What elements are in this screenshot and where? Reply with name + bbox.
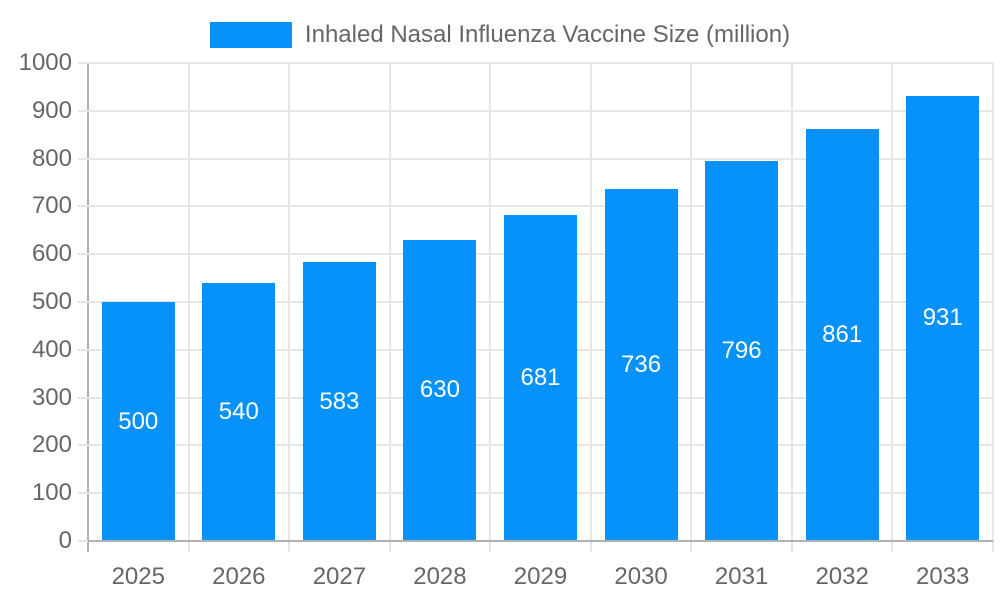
y-gridline <box>88 109 993 112</box>
y-tick-mark <box>78 205 88 208</box>
y-gridline <box>88 62 993 64</box>
bar[interactable] <box>705 160 779 540</box>
y-tick-mark <box>78 396 88 399</box>
x-axis-tick-label: 2033 <box>916 563 970 590</box>
y-tick-mark <box>78 540 88 542</box>
y-tick-mark <box>78 301 88 303</box>
bar[interactable] <box>403 239 477 540</box>
y-axis-tick-label: 800 <box>31 144 72 172</box>
y-axis-tick-label: 100 <box>31 479 72 507</box>
y-tick-mark <box>78 348 88 351</box>
y-axis-tick-label: 400 <box>31 335 72 363</box>
x-axis-tick-label: 2027 <box>312 563 367 590</box>
x-gridline <box>790 63 793 552</box>
legend-swatch <box>209 22 292 48</box>
y-axis-tick-label: 200 <box>31 431 72 459</box>
y-gridline <box>88 205 993 208</box>
x-gridline <box>187 63 190 552</box>
y-axis-tick-label: 900 <box>31 96 72 124</box>
y-axis-tick-label: 300 <box>31 383 72 411</box>
x-axis-tick-label: 2031 <box>714 563 769 590</box>
bar[interactable] <box>906 95 980 540</box>
x-gridline <box>388 63 391 552</box>
x-gridline <box>489 63 492 552</box>
y-tick-mark <box>78 62 88 64</box>
x-gridline <box>288 63 291 552</box>
y-tick-mark <box>78 444 88 447</box>
x-axis-tick-label: 2026 <box>212 563 266 590</box>
y-axis-tick-label: 700 <box>31 192 72 220</box>
bar[interactable] <box>101 302 175 540</box>
x-gridline <box>690 63 693 552</box>
y-tick-mark <box>78 492 88 495</box>
y-axis-line <box>87 63 89 552</box>
y-axis-tick-label: 500 <box>31 288 72 315</box>
x-gridline <box>891 63 894 552</box>
y-tick-mark <box>78 157 88 160</box>
legend[interactable]: Inhaled Nasal Influenza Vaccine Size (mi… <box>0 21 1000 49</box>
y-axis-tick-label: 0 <box>58 527 72 554</box>
y-tick-mark <box>78 253 88 256</box>
y-axis-tick-label: 1000 <box>18 49 72 76</box>
x-axis-tick-label: 2030 <box>614 563 668 590</box>
y-axis-tick-label: 600 <box>31 240 72 268</box>
bar[interactable] <box>805 129 879 540</box>
bar[interactable] <box>202 282 276 540</box>
y-gridline <box>88 157 993 160</box>
x-axis-tick-label: 2028 <box>413 563 467 590</box>
legend-label: Inhaled Nasal Influenza Vaccine Size (mi… <box>304 21 791 48</box>
bar[interactable] <box>504 215 577 540</box>
x-axis-line <box>88 540 993 542</box>
x-axis-tick-label: 2025 <box>111 563 165 590</box>
bar[interactable] <box>302 262 376 540</box>
x-gridline <box>992 63 994 552</box>
bar[interactable] <box>604 189 678 540</box>
x-axis-tick-label: 2029 <box>513 563 568 590</box>
x-gridline <box>589 63 592 552</box>
x-axis-tick-label: 2032 <box>815 563 869 590</box>
y-tick-mark <box>78 109 88 112</box>
